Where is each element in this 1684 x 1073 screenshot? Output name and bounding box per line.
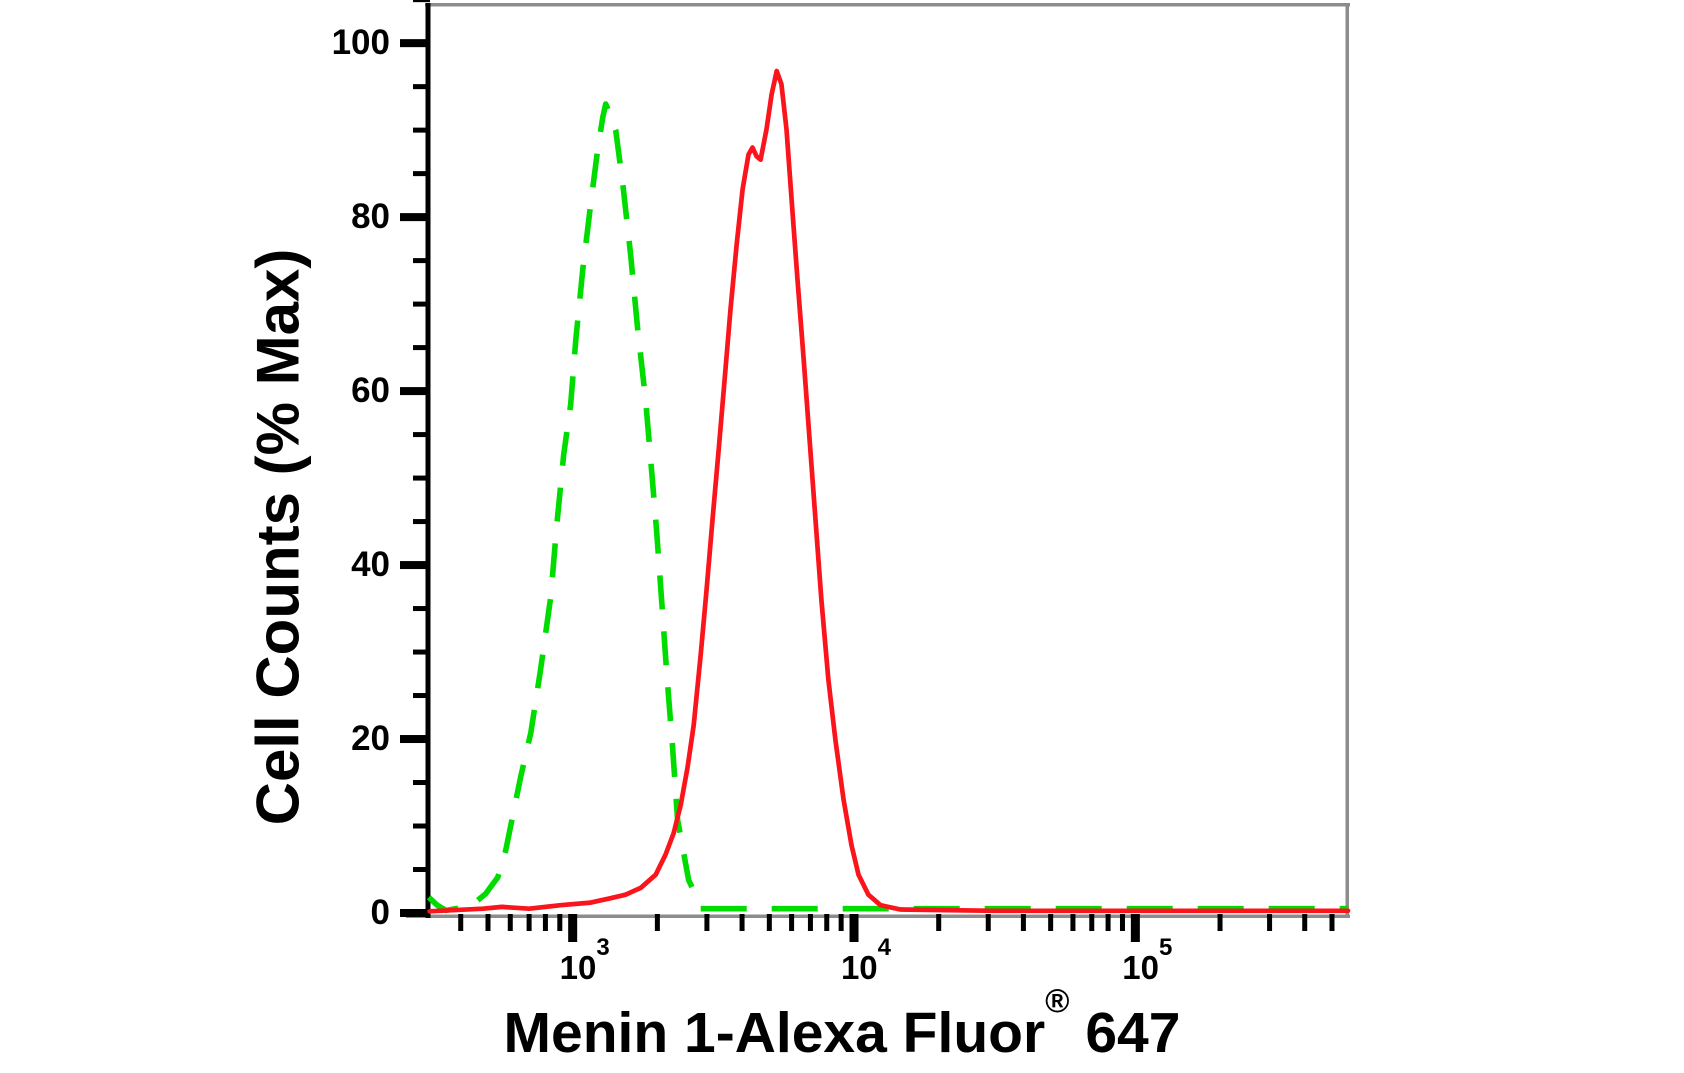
registered-trademark-icon: ® [1045,982,1070,1020]
x-minor-tick [1329,914,1335,931]
x-minor-tick [985,914,991,931]
y-tick-label: 40 [351,545,390,585]
x-minor-tick [824,914,830,931]
x-minor-tick [1020,914,1026,931]
x-minor-tick [1089,914,1095,931]
x-tick-exponent: 3 [596,934,610,961]
green-dashed-curve [426,101,704,914]
x-major-tick [568,914,578,942]
x-tick-exponent: 4 [877,934,892,961]
y-major-tick [400,909,430,917]
x-minor-tick [1048,914,1054,931]
y-minor-tick [413,693,430,699]
x-minor-tick [557,914,563,931]
x-tick-exponent: 5 [1159,934,1173,961]
x-tick-label: 103 [559,934,610,987]
x-axis-title-main: Menin 1-Alexa Fluor [503,1001,1046,1065]
x-minor-tick [936,914,942,931]
y-minor-tick [413,867,430,873]
y-tick-label: 80 [351,197,390,237]
x-axis-title: Menin 1-Alexa Fluor® 647 [0,983,1684,1065]
x-minor-tick [458,914,464,931]
x-major-tick [1130,914,1140,942]
x-tick-label: 104 [840,934,892,987]
y-major-tick [400,39,430,48]
y-minor-tick [413,171,430,177]
y-minor-tick [413,780,430,786]
y-minor-tick [413,432,430,438]
y-minor-tick [413,475,430,481]
x-minor-tick [789,914,795,931]
red-solid-curve [427,68,1351,914]
x-minor-tick [766,914,772,931]
x-axis-title-suffix: 647 [1069,1001,1181,1065]
y-minor-tick [413,301,430,307]
x-minor-tick [507,914,513,931]
y-major-tick [400,213,430,222]
x-minor-tick [542,914,548,931]
x-minor-tick [739,914,745,931]
x-major-tick [849,914,859,942]
y-minor-tick [413,84,430,90]
x-minor-tick [1217,914,1223,931]
y-minor-tick [413,606,430,612]
y-tick-label: 20 [351,719,390,759]
y-axis-spine [425,3,431,918]
x-minor-tick [654,914,660,931]
y-minor-tick [413,0,430,3]
plot-frame-top [425,3,1350,7]
y-major-tick [400,561,430,570]
y-minor-tick [413,345,430,351]
x-axis-line [406,914,1350,918]
x-minor-tick [1267,914,1273,931]
x-minor-tick [1105,914,1111,931]
y-minor-tick [413,127,430,133]
x-tick-label: 105 [1122,934,1173,987]
x-minor-tick [526,914,532,931]
y-tick-label: 60 [351,371,390,411]
x-minor-tick [704,914,710,931]
x-minor-tick [1302,914,1308,931]
y-major-tick [400,735,430,744]
x-minor-tick [807,914,813,931]
y-tick-label: 100 [331,23,390,63]
x-minor-tick [485,914,491,931]
x-minor-tick [838,914,844,931]
x-minor-tick [1119,914,1125,931]
x-minor-tick [1070,914,1076,931]
y-minor-tick [413,649,430,655]
plot-frame-right [1345,3,1349,918]
y-major-tick [400,387,430,396]
y-minor-tick [413,258,430,264]
y-tick-label: 0 [370,893,390,932]
y-minor-tick [413,519,430,525]
y-minor-tick [413,823,430,829]
